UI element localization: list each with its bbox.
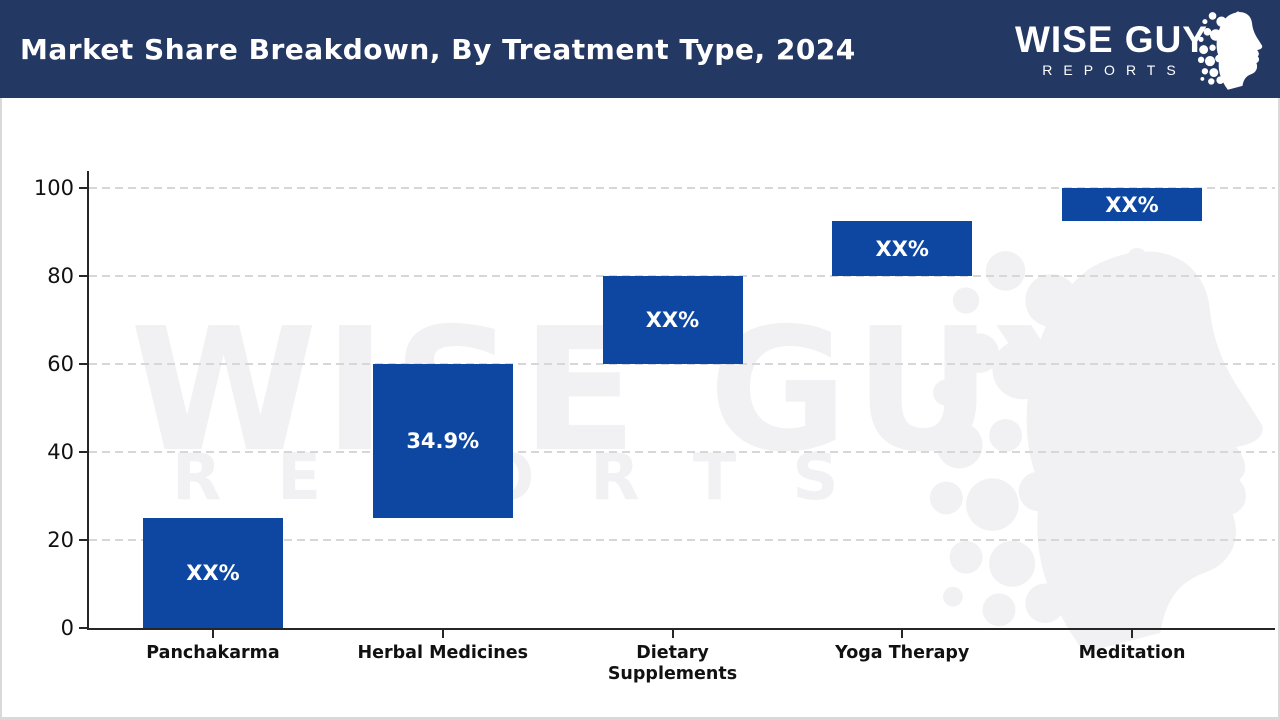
- brand-logo: WISE GUY REPORTS: [1015, 7, 1266, 91]
- x-tick-mark: [1131, 630, 1133, 638]
- bar-value-label: XX%: [1105, 192, 1159, 217]
- y-tick-label: 80: [47, 264, 74, 288]
- x-category-label: Meditation: [1078, 643, 1186, 663]
- x-tick-mark: [212, 630, 214, 638]
- bar-yoga-therapy: XX%: [832, 221, 973, 276]
- y-tick-mark: [79, 627, 87, 629]
- x-axis-line: [87, 628, 1275, 630]
- y-tick-mark: [79, 363, 87, 365]
- bar-value-label: XX%: [186, 561, 240, 585]
- x-tick-mark: [671, 630, 674, 638]
- x-category-label: Yoga Therapy: [835, 643, 970, 663]
- brand-name: WISE GUY: [1014, 18, 1208, 60]
- x-tick-mark: [901, 630, 904, 638]
- y-tick-label: 100: [33, 176, 74, 200]
- x-category-label: Panchakarma: [146, 643, 280, 663]
- x-tick-mark: [441, 630, 444, 638]
- brand-subtitle: REPORTS: [1042, 61, 1187, 78]
- watermark-face-icon: [920, 168, 1280, 716]
- y-tick-label: 20: [47, 528, 74, 552]
- y-tick-mark: [79, 187, 87, 189]
- bar-herbal-medicines: 34.9%: [372, 364, 513, 518]
- y-tick-mark: [79, 275, 87, 277]
- y-tick-label: 40: [47, 440, 74, 464]
- bar-panchakarma: XX%: [143, 518, 283, 628]
- watermark-text-line2: REPORTS: [172, 441, 895, 515]
- bar-dietary-supplements: XX%: [602, 276, 743, 365]
- bar-value-label: XX%: [875, 236, 929, 261]
- bar-meditation: XX%: [1062, 188, 1202, 221]
- brand-logo-text: WISE GUY REPORTS: [1015, 21, 1208, 78]
- gridline: [89, 187, 1275, 189]
- y-tick-mark: [79, 451, 87, 453]
- gridline: [89, 451, 1275, 453]
- y-tick-label: 0: [60, 616, 74, 640]
- header-bar: Market Share Breakdown, By Treatment Typ…: [0, 0, 1280, 98]
- chart-area: WISE GUY REPORTS 0 20 40 60 80 100 XX% 34.9% XX…: [0, 98, 1280, 720]
- x-category-label: Dietary Supplements: [607, 643, 738, 684]
- y-tick-label: 60: [47, 352, 74, 376]
- page-title: Market Share Breakdown, By Treatment Typ…: [20, 32, 856, 66]
- gridline: [89, 539, 1275, 541]
- y-axis-line: [87, 171, 89, 630]
- bar-value-label: 34.9%: [406, 429, 480, 454]
- x-category-label: Herbal Medicines: [357, 643, 529, 663]
- brand-face-icon: [1196, 7, 1266, 91]
- y-tick-mark: [79, 539, 87, 541]
- bar-value-label: XX%: [645, 308, 700, 333]
